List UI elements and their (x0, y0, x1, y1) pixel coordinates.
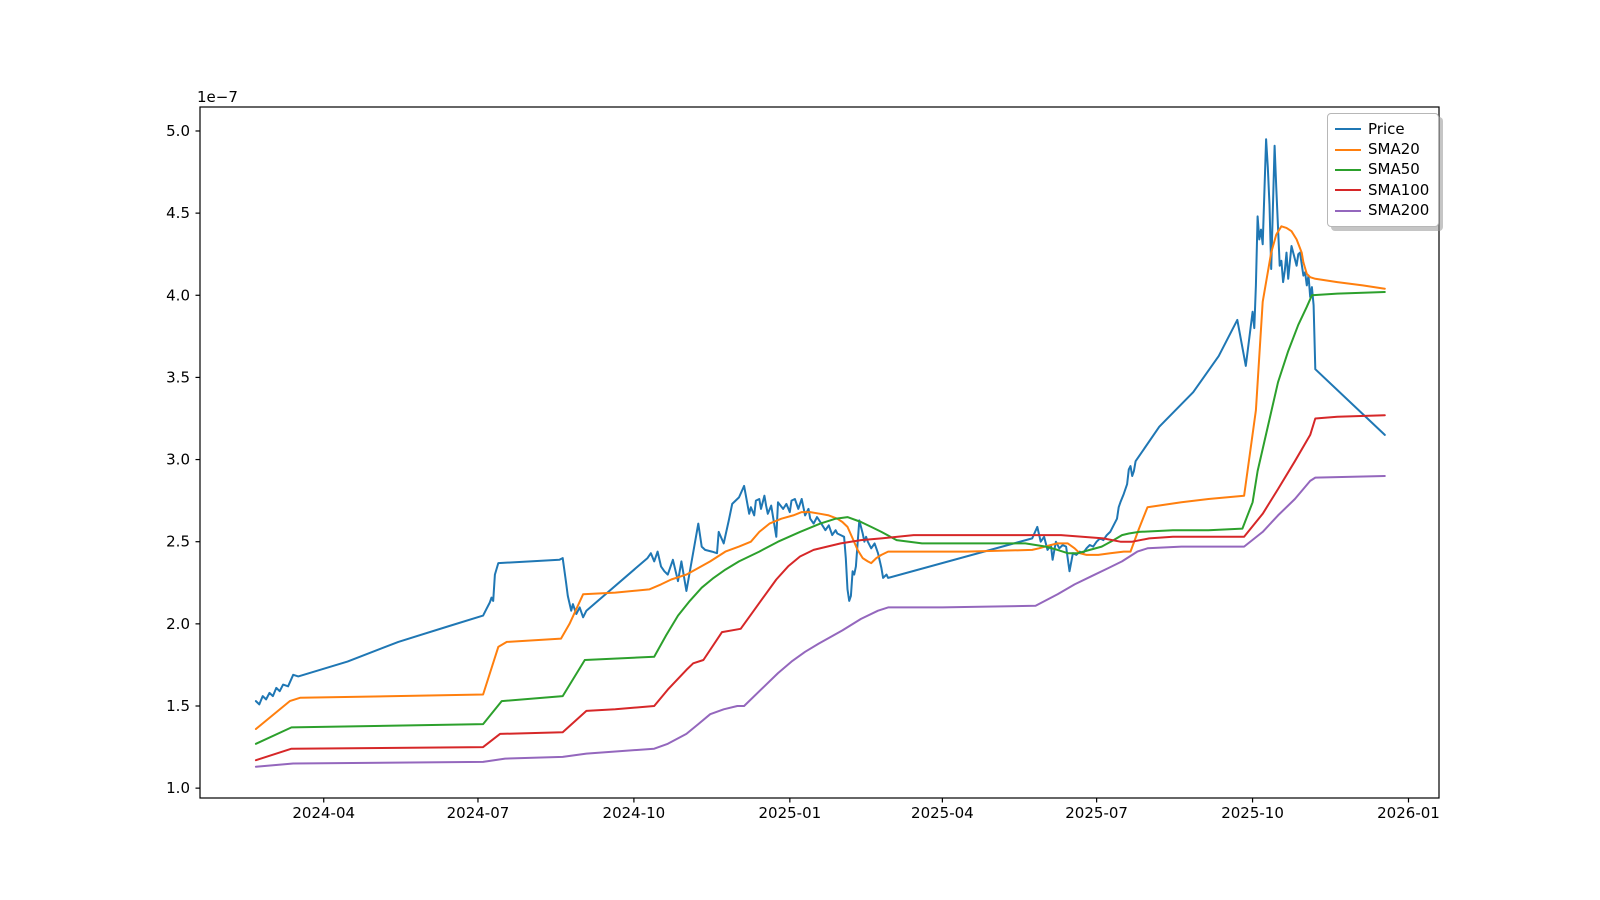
legend-item-sma200: SMA200 (1335, 201, 1430, 221)
legend-label: SMA200 (1368, 201, 1430, 220)
y-tick-label: 1.0 (166, 779, 190, 797)
sma50-line-swatch-icon (1335, 168, 1361, 171)
y-tick-label: 5.0 (166, 122, 190, 140)
legend-label: SMA50 (1368, 160, 1420, 179)
series-line-sma20 (254, 225, 1386, 730)
sma20-line-swatch-icon (1335, 148, 1361, 151)
legend-label: Price (1368, 119, 1405, 138)
legend-item-sma50: SMA50 (1335, 160, 1430, 180)
legend-label: SMA20 (1368, 140, 1420, 159)
x-tick-label: 2024-04 (292, 804, 355, 822)
legend-label: SMA100 (1368, 180, 1430, 199)
x-tick-label: 2025-04 (911, 804, 974, 822)
y-tick-label: 2.0 (166, 615, 190, 633)
price-line-swatch-icon (1335, 128, 1361, 131)
plot-border (199, 106, 1440, 799)
sma200-line-swatch-icon (1335, 209, 1361, 212)
y-tick-label: 3.0 (166, 451, 190, 469)
x-tick-label: 2025-07 (1065, 804, 1128, 822)
series-line-sma50 (254, 291, 1386, 745)
y-tick-label: 4.0 (166, 286, 190, 304)
legend-item-price: Price (1335, 119, 1430, 139)
x-tick-label: 2024-07 (447, 804, 510, 822)
series-line-sma200 (254, 475, 1386, 768)
y-tick-label: 4.5 (166, 204, 190, 222)
y-tick-label: 1.5 (166, 697, 190, 715)
y-tick-label: 2.5 (166, 533, 190, 551)
legend-item-sma100: SMA100 (1335, 180, 1430, 200)
x-tick-label: 2025-01 (758, 804, 821, 822)
x-tick-label: 2026-01 (1377, 804, 1440, 822)
legend-item-sma20: SMA20 (1335, 139, 1430, 159)
x-tick-label: 2025-10 (1221, 804, 1284, 822)
y-tick-label: 3.5 (166, 368, 190, 386)
series-line-price (254, 138, 1386, 706)
legend[interactable]: Price SMA20 SMA50 SMA100 SMA200 (1327, 113, 1439, 227)
y-axis-offset-label: 1e−7 (197, 88, 238, 106)
x-tick-label: 2024-10 (603, 804, 666, 822)
series-line-sma100 (254, 414, 1386, 762)
sma100-line-swatch-icon (1335, 189, 1361, 192)
